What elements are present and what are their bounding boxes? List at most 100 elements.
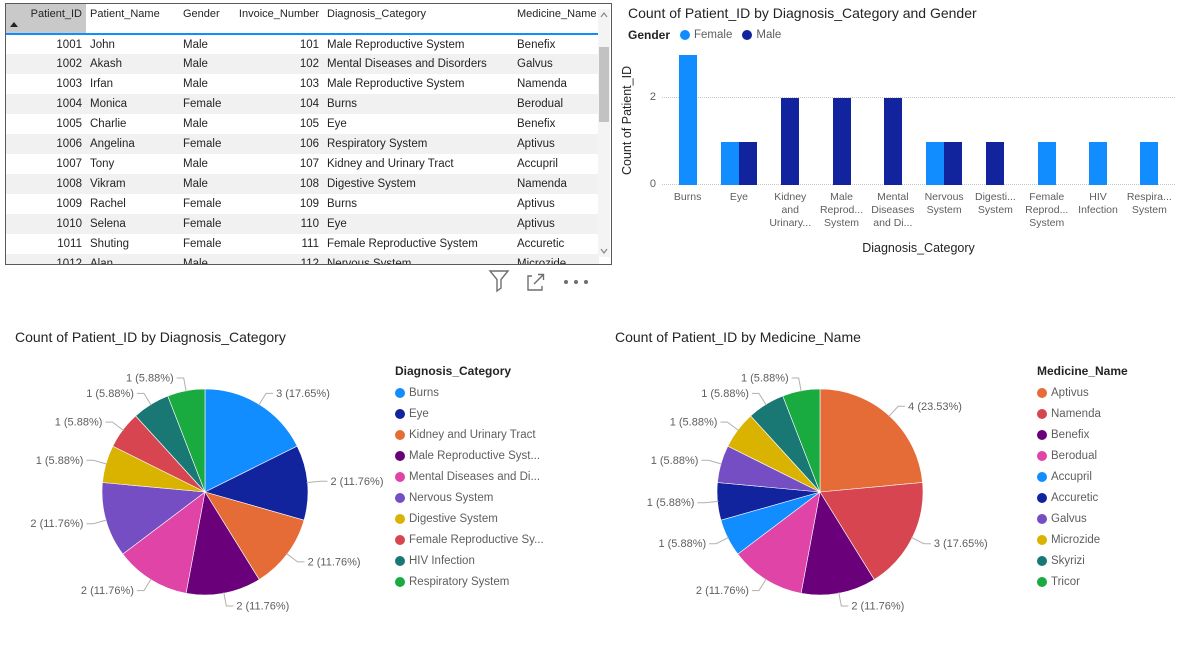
sort-ascending-icon [10,22,18,27]
y-axis-tick-label: 0 [649,178,656,190]
table-cell: 1003 [56,78,82,90]
pie-label-leader-line [911,537,931,545]
scroll-up-icon[interactable] [598,9,610,21]
legend-item-Galvus[interactable]: Galvus [1037,513,1128,525]
table-cell: 101 [299,38,319,51]
table-cell: Burns [327,198,358,210]
pie-chart-title: Count of Patient_ID by Medicine_Name [615,329,861,345]
legend-dot-icon [395,409,405,419]
column-header-invoice_number[interactable]: Invoice_Number [233,4,323,35]
legend-item-Male Reproductive Syst...[interactable]: Male Reproductive Syst... [395,450,544,462]
table-cell: 107 [299,158,319,170]
column-header-patient_id[interactable]: Patient_ID [6,4,86,35]
legend-dot-icon [395,493,405,503]
pie-data-label: 1 (5.88%) [701,388,749,400]
visual-toolbar [488,269,589,294]
table-cell: Female [179,214,233,234]
filter-icon[interactable] [488,269,510,294]
pie-label-leader-line [791,377,802,392]
bar-male-Mental Diseases and Di...[interactable] [883,98,902,185]
more-options-icon[interactable] [563,278,589,286]
legend-item-female[interactable]: Female [680,29,732,41]
bar-chart-legend: Gender Female Male [628,28,781,42]
column-header-patient_name[interactable]: Patient_Name [86,4,179,35]
bar-group-Eye [713,141,764,185]
bar-female-Female Reprod... System[interactable] [1037,141,1056,185]
column-header-label: Invoice_Number [238,8,319,20]
table-row: 1007 Tony Male 107 Kidney and Urinary Tract A… [6,154,599,174]
bar-male-Kidney and Urinary...[interactable] [781,98,800,185]
table-row: 1008 Vikram Male 108 Digestive System Namenda [6,174,599,194]
table-vertical-scrollbar[interactable] [598,9,610,257]
column-header-gender[interactable]: Gender [179,4,233,35]
column-header-label: Gender [183,8,220,20]
legend-item-Namenda[interactable]: Namenda [1037,408,1128,420]
bar-female-HIV Infection[interactable] [1089,141,1108,185]
bar-male-Digesti... System[interactable] [986,141,1005,185]
column-header-medicine_name[interactable]: Medicine_Name [513,4,599,35]
x-axis-labels: Burns Eye Kidney and Urinary... Male Reprod… [662,191,1175,230]
legend-item-label: Respiratory System [409,576,510,588]
table-cell: 110 [233,214,323,234]
legend-item-label: Benefix [1051,429,1090,441]
legend-item-label: Burns [409,387,440,399]
legend-item-Digestive System[interactable]: Digestive System [395,513,544,525]
legend-item-male[interactable]: Male [742,29,781,41]
table-cell: Benefix [517,38,556,51]
table-cell: Shuting [90,238,130,250]
legend-item-Microzide[interactable]: Microzide [1037,534,1128,546]
pie-label-leader-line [286,553,305,563]
scroll-down-icon[interactable] [598,245,610,257]
bar-female-Burns[interactable] [678,55,697,185]
legend-dot-icon [1037,451,1047,461]
legend-dot-icon [1037,430,1047,440]
pie-label-leader-line [697,500,719,504]
table-cell: Eye [327,118,347,130]
legend-title: Diagnosis_Category [395,364,512,378]
legend-item-Nervous System[interactable]: Nervous System [395,492,544,504]
legend-item-Aptivus[interactable]: Aptivus [1037,387,1128,399]
legend-item-Burns[interactable]: Burns [395,387,544,399]
bar-female-Nervous System[interactable] [926,141,945,185]
legend-item-label: Aptivus [1051,387,1089,399]
table-cell: Vikram [86,174,179,194]
pie-data-label: 2 (11.76%) [696,585,749,597]
pie-data-label: 2 (11.76%) [851,601,904,613]
legend-item-Berodual[interactable]: Berodual [1037,450,1128,462]
table-cell: John [90,38,115,51]
legend-item-label: Microzide [1051,534,1101,546]
table-cell: Female [179,94,233,114]
legend-item-Accuretic[interactable]: Accuretic [1037,492,1128,504]
legend-item-Respiratory System[interactable]: Respiratory System [395,576,544,588]
legend-item-Mental Diseases and Di...[interactable]: Mental Diseases and Di... [395,471,544,483]
pie-data-label: 3 (17.65%) [276,388,330,400]
pie-data-label: 2 (11.76%) [308,556,361,568]
legend-item-Female Reproductive Sy...[interactable]: Female Reproductive Sy... [395,534,544,546]
legend-item-Benefix[interactable]: Benefix [1037,429,1128,441]
legend-item-Skyrizi[interactable]: Skyrizi [1037,555,1128,567]
bar-female-Eye[interactable] [720,141,739,185]
pie-data-label: 1 (5.88%) [651,455,699,467]
legend-item-Accupril[interactable]: Accupril [1037,471,1128,483]
focus-mode-icon[interactable] [526,271,547,292]
bar-male-Nervous System[interactable] [944,141,963,185]
legend-item-Kidney and Urinary Tract[interactable]: Kidney and Urinary Tract [395,429,544,441]
legend-item-Tricor[interactable]: Tricor [1037,576,1128,588]
bar-male-Eye[interactable] [738,141,757,185]
table-row: 1004 Monica Female 104 Burns Berodual [6,94,599,114]
legend-item-HIV Infection[interactable]: HIV Infection [395,555,544,567]
table-cell: Male [183,78,208,90]
legend-item-Eye[interactable]: Eye [395,408,544,420]
bar-female-Respira... System[interactable] [1140,141,1159,185]
scrollbar-thumb[interactable] [599,47,609,122]
x-axis-label: Eye [729,191,748,203]
table-cell: 1002 [6,54,86,74]
column-header-diagnosis_category[interactable]: Diagnosis_Category [323,4,513,35]
table-cell: Kidney and Urinary Tract [327,158,454,170]
pie-label-leader-line [136,392,152,406]
y-axis-tick-label: 2 [649,91,656,104]
bar-group-Kidney and Urinary... [765,98,816,185]
table-cell: Digestive System [323,174,513,194]
legend-dot-icon [1037,493,1047,503]
bar-male-Male Reprod... System[interactable] [832,98,851,185]
